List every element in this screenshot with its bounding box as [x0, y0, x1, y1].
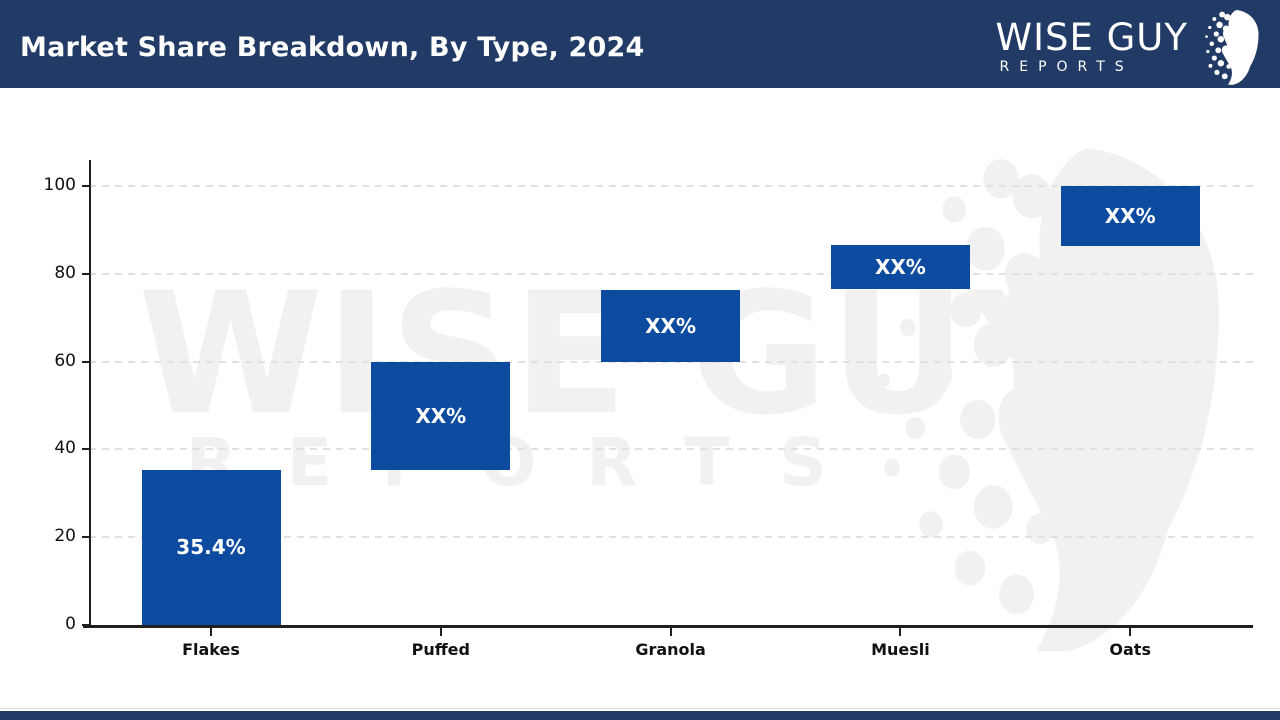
x-axis-line: [83, 625, 1253, 628]
gridline: [89, 272, 1253, 275]
x-tick: [210, 628, 212, 636]
brand-name: WISE GUY: [995, 16, 1188, 59]
y-tick: [82, 272, 89, 275]
y-tick: [82, 448, 89, 451]
y-axis-line: [89, 160, 91, 625]
y-tick-label: 20: [54, 526, 76, 547]
y-tick: [82, 360, 89, 363]
x-tick: [669, 628, 672, 636]
gridline: [89, 448, 1253, 451]
y-tick-label: 100: [43, 175, 76, 195]
header-bar: Market Share Breakdown, By Type, 2024 WI…: [0, 0, 1280, 88]
y-tick-label: 40: [54, 438, 76, 459]
x-category-label: Granola: [635, 640, 706, 659]
bar-value-label: XX%: [874, 254, 926, 279]
page-title: Market Share Breakdown, By Type, 2024: [20, 31, 645, 63]
bar-value-label: XX%: [645, 314, 697, 339]
x-tick: [1129, 628, 1132, 636]
y-tick-label: 60: [54, 350, 76, 371]
brand-logo: WISE GUY REPORTS: [996, 8, 1264, 86]
brand-logo-text: WISE GUY REPORTS: [995, 16, 1188, 76]
brand-subtitle: REPORTS: [999, 59, 1134, 75]
bar-segment: 35.4%: [141, 469, 281, 625]
x-category-label: Muesli: [871, 640, 930, 659]
y-tick-label: 80: [54, 262, 76, 283]
bar-segment: XX%: [371, 362, 511, 470]
bar-value-label: 35.4%: [176, 535, 246, 560]
y-tick: [82, 185, 89, 187]
bar-segment: XX%: [601, 289, 741, 363]
footer-bar: [0, 711, 1280, 720]
bar-value-label: XX%: [1104, 203, 1156, 228]
gridline: [89, 536, 1253, 539]
bar-segment: XX%: [830, 244, 970, 290]
x-tick: [439, 628, 442, 636]
footer-divider: [0, 708, 1280, 709]
bar-value-label: XX%: [415, 404, 467, 429]
gridline: [89, 185, 1253, 187]
x-category-label: Flakes: [182, 640, 240, 659]
bar-segment: XX%: [1060, 186, 1200, 246]
x-tick: [899, 628, 902, 636]
brand-head-logo-icon: [1205, 9, 1259, 85]
y-tick: [82, 536, 89, 539]
x-category-label: Oats: [1109, 640, 1151, 659]
y-tick-label: 0: [65, 614, 76, 634]
x-category-label: Puffed: [411, 640, 470, 659]
